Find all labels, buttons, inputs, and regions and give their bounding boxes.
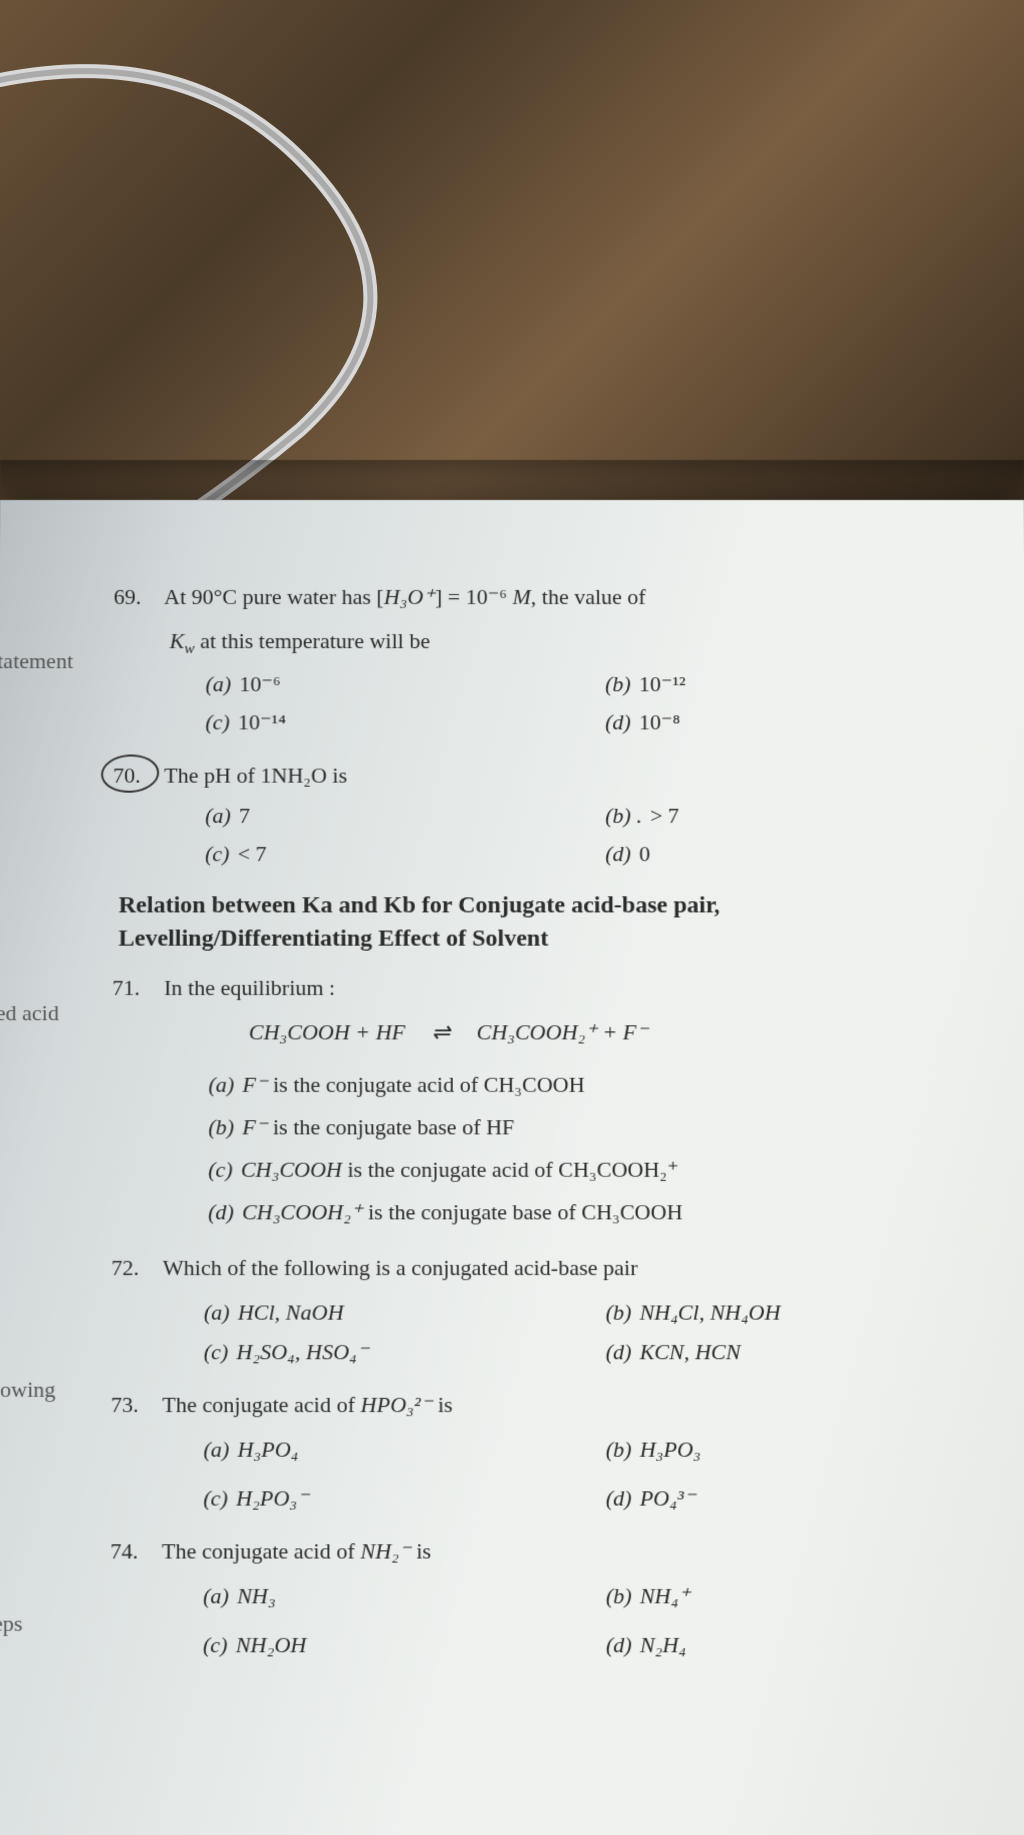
q72-opt-d: (d)KCN, HCN: [606, 1334, 968, 1369]
question-73: 73. The conjugate acid of HPO₃²⁻ is (a)H…: [167, 1387, 968, 1515]
q69-h3o: H₃O⁺: [384, 584, 435, 609]
q70-text: The pH of 1NH₂O is: [164, 762, 347, 787]
q71-options: (a)F⁻ is the conjugate acid of CH₃COOH (…: [208, 1064, 967, 1233]
q73-options: (a)H₃PO₄ (b)H₃PO₃ (c)H₂PO₃⁻ (d)PO₄³⁻: [203, 1432, 968, 1516]
equilibrium-arrow: ⇌: [411, 1015, 471, 1049]
q71-opt-d: (d)CH₃COOH₂⁺ is the conjugate base of CH…: [208, 1191, 967, 1233]
q70-opt-d: (d)0: [605, 837, 965, 871]
margin-text-tatement: tatement: [0, 648, 73, 674]
desk-surface: [0, 0, 1024, 510]
question-number: 72.: [111, 1251, 157, 1286]
question-71: 71. In the equilibrium : CH₃COOH + HF ⇌ …: [168, 971, 967, 1233]
q70-opt-b: (b) .> 7: [605, 798, 965, 832]
q73-text-2: is: [432, 1391, 452, 1416]
question-69: 69. At 90°C pure water has [H₃O⁺] = 10⁻⁶…: [169, 580, 965, 740]
q69-opt-d: (d)10⁻⁸: [605, 706, 965, 740]
q74-opt-d: (d)N₂H₄: [606, 1628, 969, 1663]
q73-opt-d: (d)PO₄³⁻: [606, 1481, 968, 1516]
margin-text-ed-acid: ed acid: [0, 1000, 59, 1026]
q72-opt-c: (c)H₂SO₄, HSO₄⁻: [204, 1334, 566, 1369]
question-74: 74. The conjugate acid of NH₂⁻ is (a)NH₃…: [167, 1534, 969, 1663]
q73-opt-b: (b)H₃PO₃: [606, 1432, 968, 1467]
question-number: 74.: [110, 1534, 157, 1569]
q74-opt-b: (b)NH₄⁺: [606, 1579, 969, 1614]
q69-opt-a: (a)10⁻⁶: [205, 668, 565, 702]
q70-options: (a)7 (b) .> 7 (c)< 7 (d)0: [205, 798, 965, 871]
q71-text: In the equilibrium :: [164, 975, 335, 1000]
q74-text-2: is: [411, 1538, 431, 1563]
question-number: 73.: [111, 1387, 157, 1422]
q69-line2: at this temperature will be: [195, 628, 431, 653]
question-number: 69.: [114, 580, 160, 614]
q74-species: NH₂⁻: [360, 1538, 410, 1563]
q69-kw-sub: w: [184, 641, 194, 658]
question-number: 71.: [112, 971, 158, 1005]
margin-text-lowing: lowing: [0, 1377, 56, 1403]
margin-text-eps: eps: [0, 1610, 23, 1637]
q73-opt-c: (c)H₂PO₃⁻: [203, 1481, 565, 1516]
question-number-circled: 70.: [113, 758, 159, 792]
q72-options: (a)HCl, NaOH (b)NH₄Cl, NH₄OH (c)H₂SO₄, H…: [204, 1296, 968, 1369]
textbook-page: tatement ed acid lowing eps 69. At 90°C …: [0, 500, 1024, 1835]
q72-opt-b: (b)NH₄Cl, NH₄OH: [606, 1296, 968, 1331]
q70-opt-c: (c)< 7: [205, 837, 565, 871]
question-72: 72. Which of the following is a conjugat…: [167, 1251, 967, 1369]
q71-opt-a: (a)F⁻ is the conjugate acid of CH₃COOH: [208, 1064, 966, 1106]
q72-opt-a: (a)HCl, NaOH: [204, 1296, 566, 1331]
q69-kw-K: K: [170, 628, 185, 653]
q73-species: HPO₃²⁻: [361, 1391, 433, 1416]
question-70: 70. The pH of 1NH₂O is (a)7 (b) .> 7 (c)…: [169, 758, 966, 871]
q74-options: (a)NH₃ (b)NH₄⁺ (c)NH₂OH (d)N₂H₄: [203, 1579, 969, 1663]
q69-opt-c: (c)10⁻¹⁴: [205, 706, 565, 740]
q69-unit: M: [512, 584, 530, 609]
q70-opt-a: (a)7: [205, 798, 565, 832]
q73-opt-a: (a)H₃PO₄: [203, 1432, 565, 1467]
q71-opt-b: (b)F⁻ is the conjugate base of HF: [208, 1106, 966, 1148]
q71-equation: CH₃COOH + HF ⇌ CH₃COOH₂⁺ + F⁻: [249, 1015, 966, 1049]
q74-opt-c: (c)NH₂OH: [203, 1628, 566, 1663]
q69-opt-b: (b)10⁻¹²: [605, 668, 965, 702]
q69-text-1: At 90°C pure water has [: [164, 584, 384, 609]
section-heading: Relation between Ka and Kb for Conjugate…: [118, 889, 965, 957]
q74-text-1: The conjugate acid of: [162, 1538, 361, 1563]
q69-options: (a)10⁻⁶ (b)10⁻¹² (c)10⁻¹⁴ (d)10⁻⁸: [205, 668, 965, 740]
q73-text-1: The conjugate acid of: [162, 1391, 360, 1416]
q72-text: Which of the following is a conjugated a…: [163, 1255, 638, 1280]
q74-opt-a: (a)NH₃: [203, 1579, 565, 1614]
q69-text-2: ] = 10⁻⁶: [435, 584, 513, 609]
q71-opt-c: (c)CH₃COOH is the conjugate acid of CH₃C…: [208, 1148, 967, 1190]
q69-text-3: , the value of: [531, 584, 646, 609]
